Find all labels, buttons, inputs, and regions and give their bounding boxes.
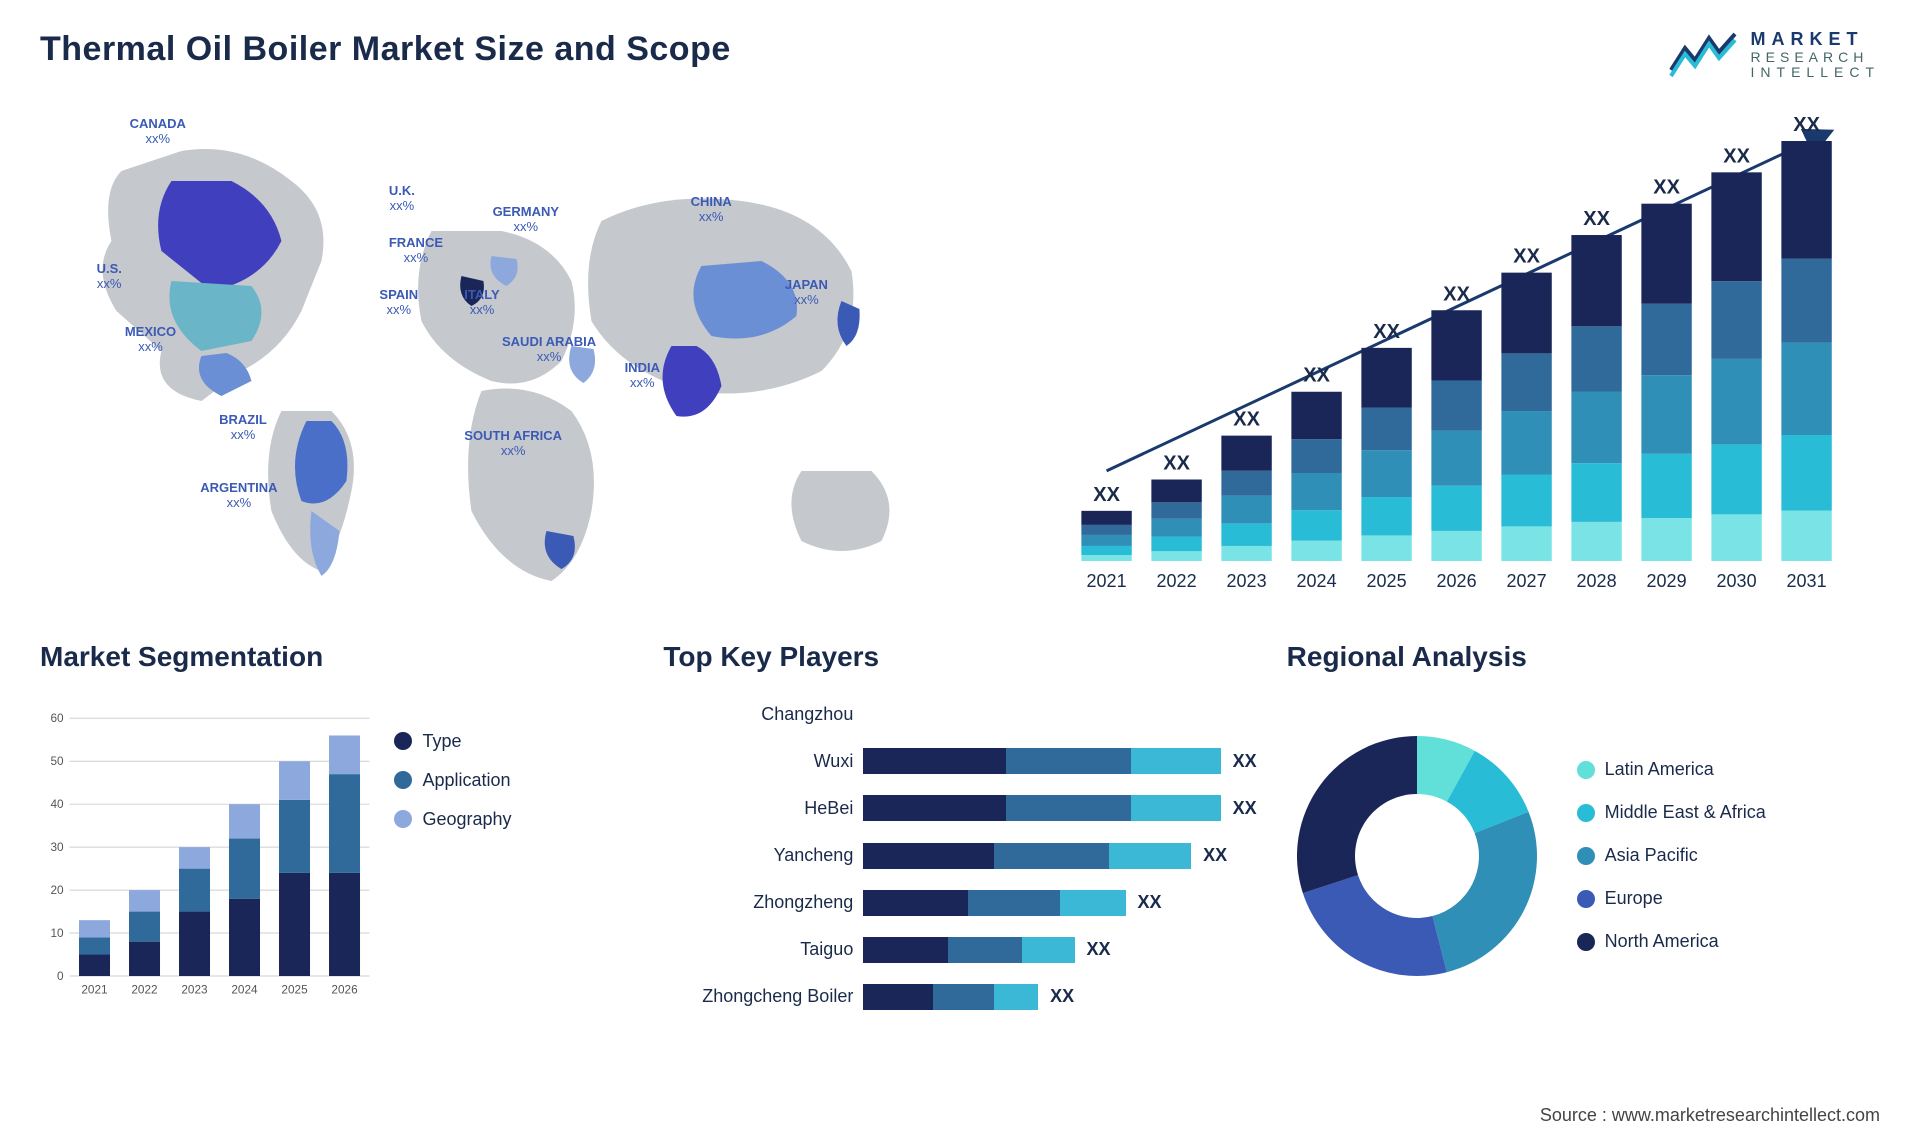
segmentation-legend-item: Type <box>394 731 633 752</box>
logo-text-1: MARKET <box>1751 30 1880 50</box>
player-value: XX <box>1138 892 1162 913</box>
logo-text-3: INTELLECT <box>1751 65 1880 80</box>
player-bar-row: XX <box>863 982 1256 1012</box>
map-label-south-africa: SOUTH AFRICAxx% <box>464 429 562 459</box>
svg-text:XX: XX <box>1653 176 1680 198</box>
svg-text:60: 60 <box>50 711 64 725</box>
map-label-spain: SPAINxx% <box>379 288 418 318</box>
map-label-china: CHINAxx% <box>691 195 732 225</box>
svg-text:XX: XX <box>1443 283 1470 305</box>
svg-text:2023: 2023 <box>1226 571 1266 591</box>
map-label-france: FRANCExx% <box>389 236 443 266</box>
player-bar-row <box>863 699 1256 729</box>
player-value: XX <box>1203 845 1227 866</box>
logo: MARKET RESEARCH INTELLECT <box>1669 30 1880 81</box>
player-label: Zhongzheng <box>663 892 853 913</box>
players-labels: Changzhou Wuxi HeBei Yancheng Zhongzheng Taig… <box>663 691 853 1021</box>
svg-text:2024: 2024 <box>231 982 258 996</box>
svg-text:2024: 2024 <box>1296 571 1336 591</box>
player-label: Changzhou <box>663 704 853 725</box>
player-bar-row: XX <box>863 841 1256 871</box>
world-map: CANADAxx% U.S.xx% MEXICOxx% BRAZILxx% ARGENT… <box>40 91 983 611</box>
svg-text:2023: 2023 <box>181 982 208 996</box>
player-bar-row: XX <box>863 935 1256 965</box>
svg-text:XX: XX <box>1583 208 1610 230</box>
svg-text:2031: 2031 <box>1786 571 1826 591</box>
source-attribution: Source : www.marketresearchintellect.com <box>1540 1105 1880 1126</box>
svg-text:XX: XX <box>1793 114 1820 136</box>
svg-text:10: 10 <box>50 926 64 940</box>
svg-text:2025: 2025 <box>1366 571 1406 591</box>
regional-legend-item: Europe <box>1577 888 1766 909</box>
svg-text:40: 40 <box>50 797 64 811</box>
player-value: XX <box>1233 751 1257 772</box>
segmentation-legend-item: Geography <box>394 809 633 830</box>
segmentation-panel: Market Segmentation 0 10 20 30 40 50 60 2021 202… <box>40 641 633 1021</box>
svg-text:2029: 2029 <box>1646 571 1686 591</box>
svg-text:2026: 2026 <box>1436 571 1476 591</box>
segmentation-legend: Type Application Geography <box>394 691 633 1021</box>
svg-text:XX: XX <box>1373 320 1400 342</box>
market-size-chart: XX 2021 XX 2022 XX 2023 XX 2024 XX 2025 XX 2026 XX 20… <box>1023 91 1880 611</box>
players-panel: Top Key Players Changzhou Wuxi HeBei Yanche… <box>663 641 1256 1021</box>
player-label: Zhongcheng Boiler <box>663 986 853 1007</box>
regional-legend: Latin America Middle East & Africa Asia Pa… <box>1577 759 1766 952</box>
regional-donut <box>1287 726 1547 986</box>
regional-legend-item: Latin America <box>1577 759 1766 780</box>
svg-text:30: 30 <box>50 840 64 854</box>
regional-legend-item: North America <box>1577 931 1766 952</box>
svg-text:50: 50 <box>50 754 64 768</box>
player-value: XX <box>1233 798 1257 819</box>
svg-text:XX: XX <box>1513 245 1540 267</box>
player-bar-row: XX <box>863 746 1256 776</box>
svg-text:2025: 2025 <box>281 982 308 996</box>
regional-legend-item: Middle East & Africa <box>1577 802 1766 823</box>
player-value: XX <box>1087 939 1111 960</box>
segmentation-title: Market Segmentation <box>40 641 633 673</box>
player-bar-row: XX <box>863 793 1256 823</box>
player-value: XX <box>1050 986 1074 1007</box>
svg-text:2021: 2021 <box>81 982 107 996</box>
map-label-mexico: MEXICOxx% <box>125 325 176 355</box>
regional-title: Regional Analysis <box>1287 641 1880 673</box>
player-label: Taiguo <box>663 939 853 960</box>
player-label: Wuxi <box>663 751 853 772</box>
svg-text:2027: 2027 <box>1506 571 1546 591</box>
svg-text:2022: 2022 <box>1156 571 1196 591</box>
segmentation-legend-item: Application <box>394 770 633 791</box>
svg-text:20: 20 <box>50 883 64 897</box>
logo-text-2: RESEARCH <box>1751 50 1880 65</box>
map-label-japan: JAPANxx% <box>785 278 828 308</box>
svg-text:2022: 2022 <box>131 982 157 996</box>
map-label-u-s-: U.S.xx% <box>97 262 122 292</box>
map-label-italy: ITALYxx% <box>464 288 499 318</box>
map-label-saudi-arabia: SAUDI ARABIAxx% <box>502 335 596 365</box>
map-label-argentina: ARGENTINAxx% <box>200 481 277 511</box>
svg-text:2030: 2030 <box>1716 571 1756 591</box>
segmentation-chart: 0 10 20 30 40 50 60 2021 2022 2023 2024 2025 2026 <box>40 691 374 1021</box>
regional-panel: Regional Analysis Latin America Middle Ea… <box>1287 641 1880 1021</box>
map-label-germany: GERMANYxx% <box>493 205 559 235</box>
map-label-india: INDIAxx% <box>625 361 660 391</box>
svg-text:2028: 2028 <box>1576 571 1616 591</box>
player-label: HeBei <box>663 798 853 819</box>
regional-legend-item: Asia Pacific <box>1577 845 1766 866</box>
player-label: Yancheng <box>663 845 853 866</box>
svg-text:0: 0 <box>57 969 64 983</box>
map-label-canada: CANADAxx% <box>130 117 186 147</box>
map-label-u-k-: U.K.xx% <box>389 184 415 214</box>
players-bars: XX XX XX XX XX XX <box>863 691 1256 1021</box>
players-title: Top Key Players <box>663 641 1256 673</box>
svg-text:XX: XX <box>1723 145 1750 167</box>
svg-text:2026: 2026 <box>331 982 358 996</box>
svg-text:XX: XX <box>1233 408 1260 430</box>
svg-text:XX: XX <box>1303 364 1330 386</box>
svg-text:XX: XX <box>1093 483 1120 505</box>
svg-text:XX: XX <box>1163 452 1190 474</box>
logo-icon <box>1669 30 1739 80</box>
page-title: Thermal Oil Boiler Market Size and Scope <box>40 30 731 69</box>
player-bar-row: XX <box>863 888 1256 918</box>
map-label-brazil: BRAZILxx% <box>219 413 267 443</box>
svg-text:2021: 2021 <box>1086 571 1126 591</box>
